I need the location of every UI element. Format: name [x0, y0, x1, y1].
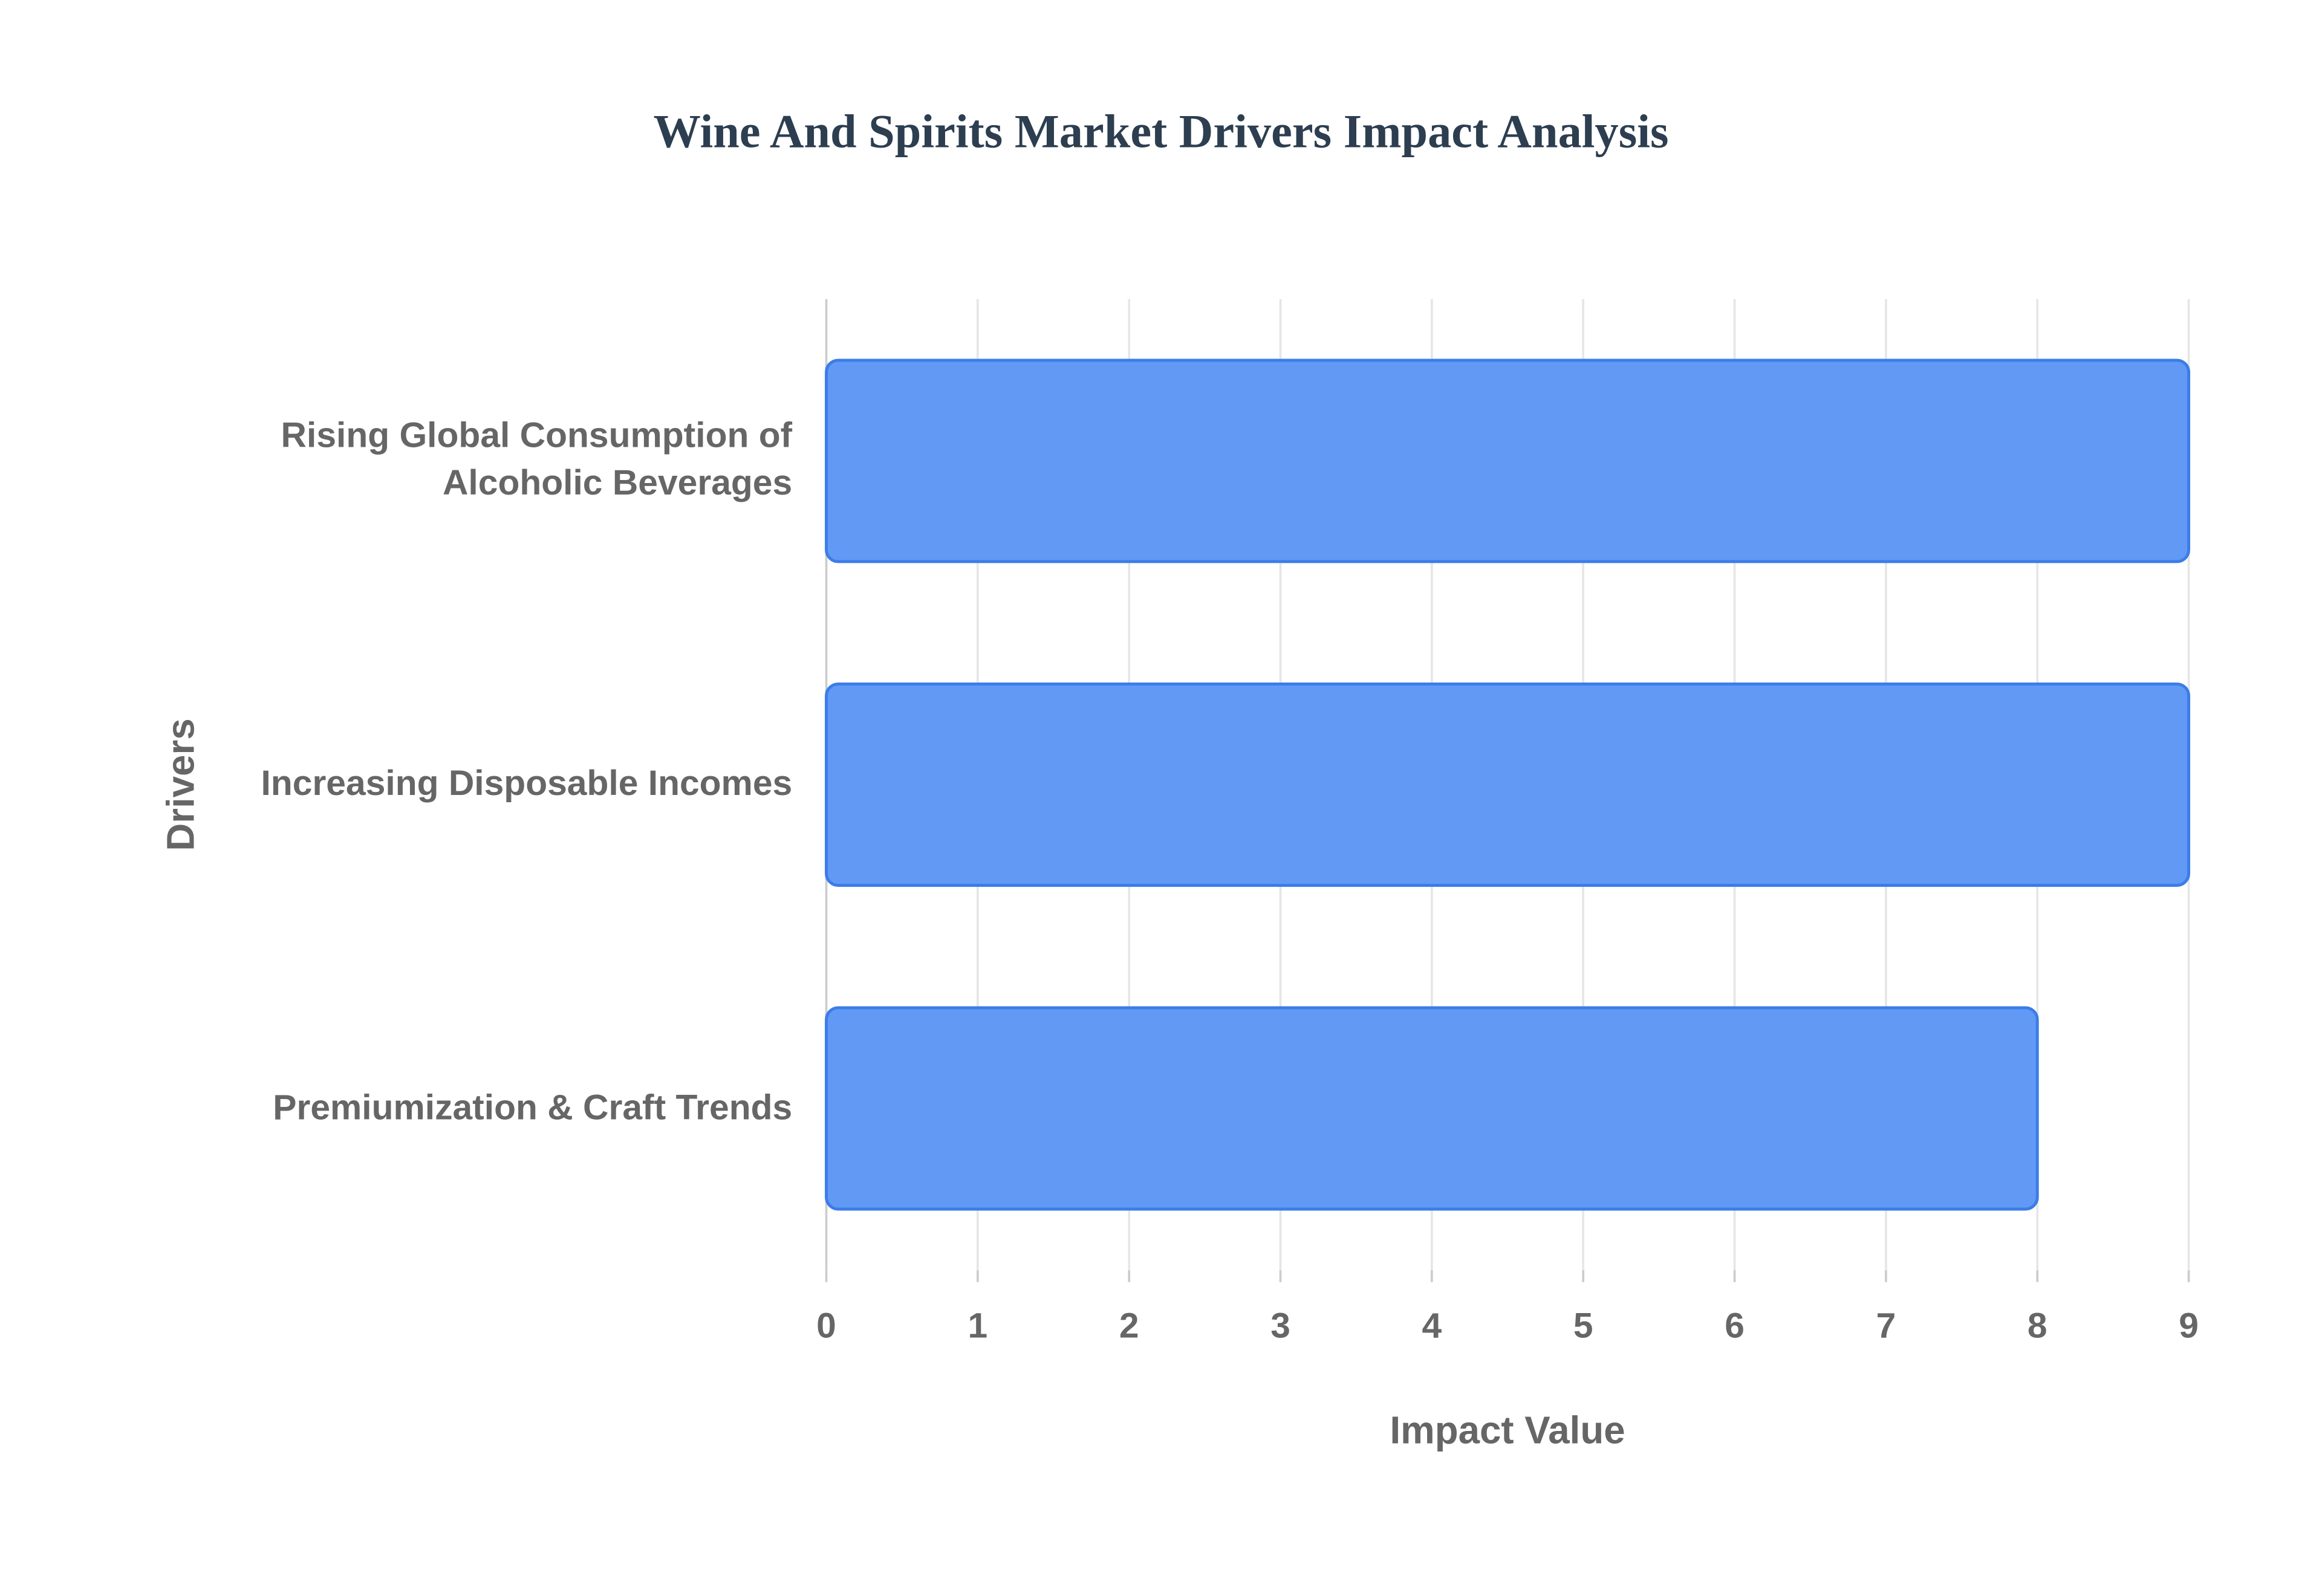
x-tick-label: 9 [2179, 1306, 2199, 1345]
y-axis-title: Drivers [159, 718, 202, 851]
bar [825, 358, 2191, 563]
x-tick-label: 1 [968, 1306, 988, 1345]
y-tick-label: Rising Global Consumption of Alcoholic B… [281, 416, 793, 504]
y-tick-label-box: Increasing Disposable Incomes [261, 764, 793, 804]
bar [825, 682, 2191, 887]
chart-title: Wine And Spirits Market Drivers Impact A… [654, 105, 1669, 157]
y-tick-label: Increasing Disposable Incomes [261, 764, 793, 804]
y-tick-label-box: Premiumization & Craft Trends [273, 1088, 793, 1128]
x-axis-title: Impact Value [1390, 1409, 1625, 1452]
bar [825, 1006, 2039, 1211]
x-tick-label: 8 [2028, 1306, 2047, 1345]
x-tick-label: 5 [1573, 1306, 1593, 1345]
y-tick-label: Premiumization & Craft Trends [273, 1088, 793, 1128]
x-tick-label: 0 [816, 1306, 836, 1345]
x-tick-label: 2 [1119, 1306, 1139, 1345]
x-tick-label: 6 [1725, 1306, 1745, 1345]
x-tick-label: 3 [1270, 1306, 1290, 1345]
y-tick-label-box: Rising Global Consumption of Alcoholic B… [281, 416, 793, 504]
x-tick-label: 4 [1422, 1306, 1442, 1345]
x-tick-label: 7 [1876, 1306, 1896, 1345]
